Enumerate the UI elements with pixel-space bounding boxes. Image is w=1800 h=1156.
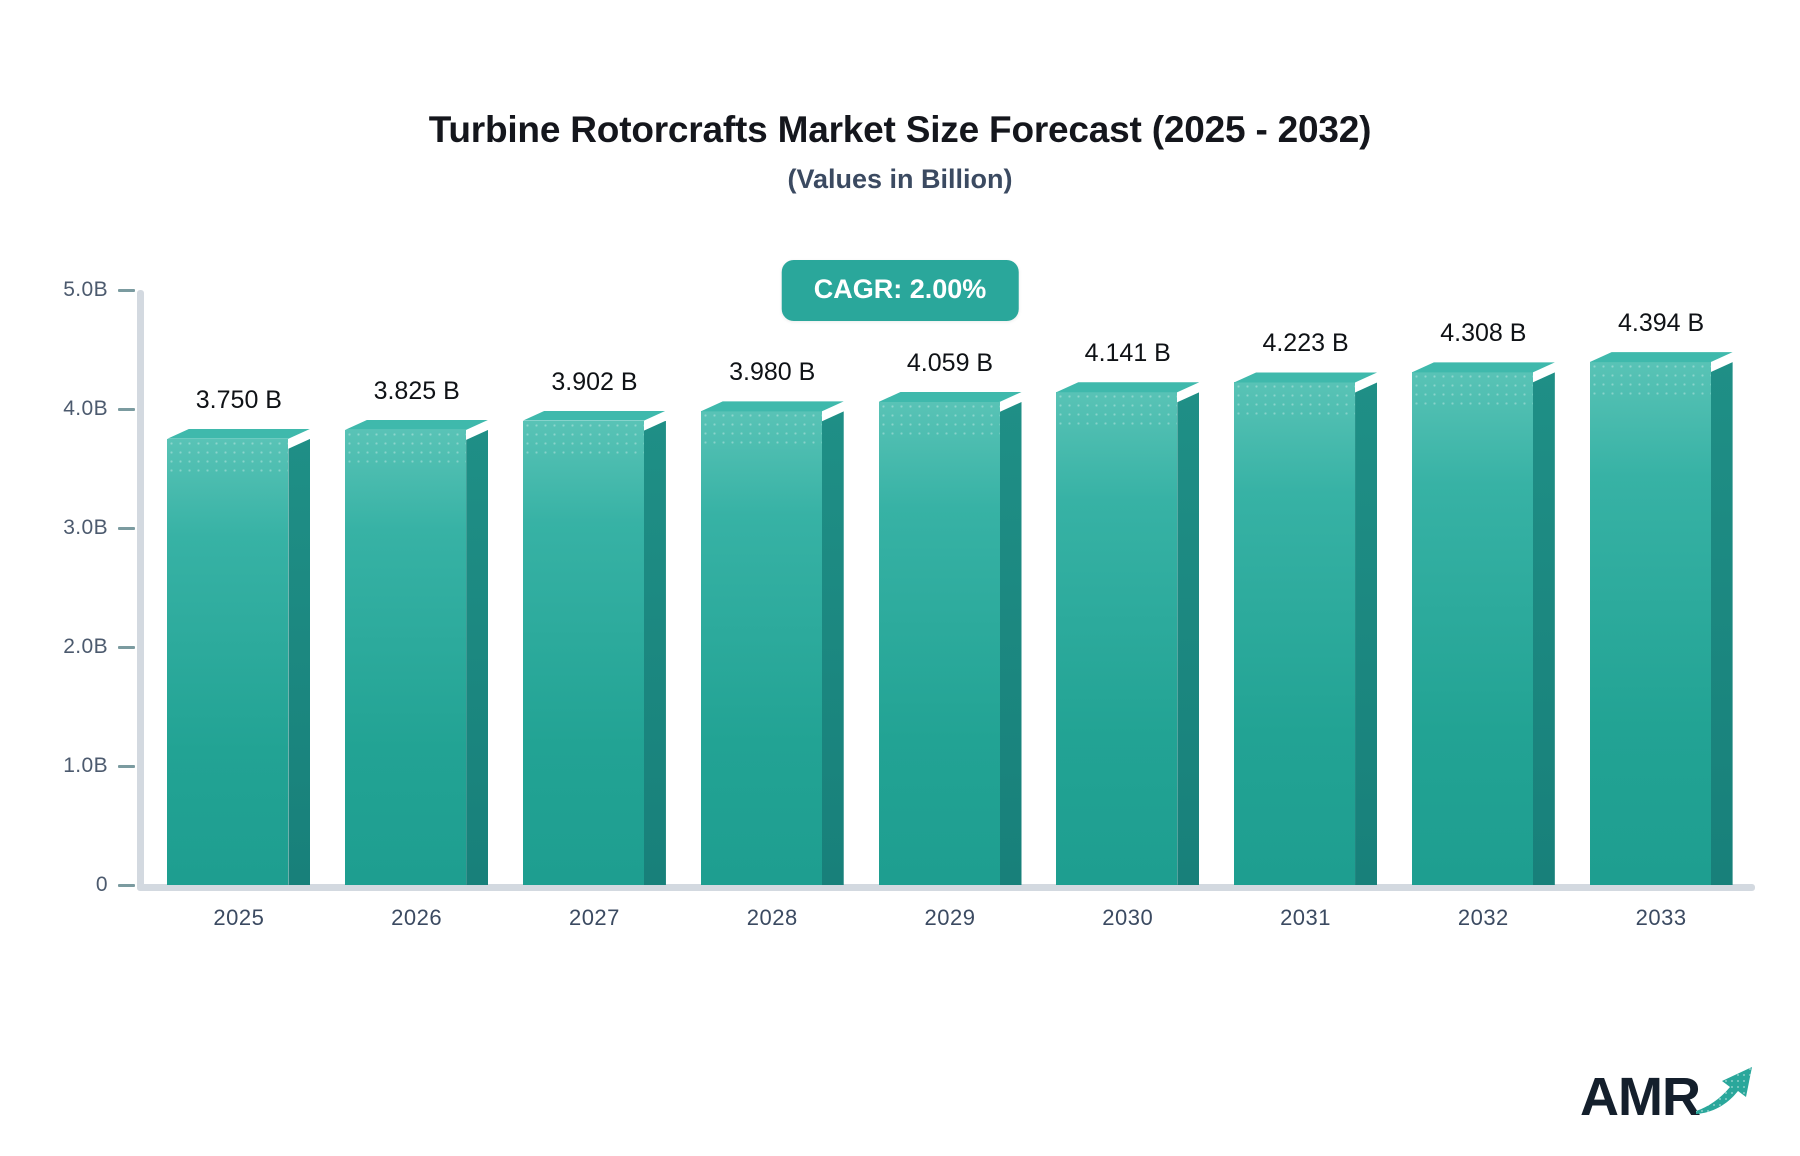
y-axis-tick-mark (118, 645, 135, 649)
bar-value-label: 4.223 B (1262, 329, 1349, 358)
bar-side-face (643, 420, 666, 885)
bar-column[interactable]: 3.980 B (700, 290, 844, 885)
bar-column[interactable]: 4.308 B (1411, 290, 1555, 885)
y-axis-tick-mark (118, 288, 135, 292)
y-axis-tick-mark (118, 883, 135, 887)
x-axis-tick-label: 2028 (746, 905, 798, 930)
y-axis-tick-mark (118, 526, 135, 530)
y-axis-tick-label: 3.0B (63, 516, 108, 539)
bar-column[interactable]: 4.223 B (1234, 290, 1378, 885)
bar-side-face (466, 429, 489, 885)
bar-side-face (821, 411, 844, 885)
y-axis-tick: 0 (96, 873, 135, 897)
y-axis-tick-label: 1.0B (63, 754, 108, 777)
bar-side-face (1355, 382, 1378, 885)
bar-front-face (522, 420, 644, 885)
y-axis-tick-mark (118, 407, 135, 411)
x-axis-tick-label: 2026 (391, 905, 443, 930)
bar-column[interactable]: 3.750 B (167, 290, 311, 885)
chart-subtitle: (Values in Billion) (787, 163, 1013, 194)
bar-value-label: 4.394 B (1618, 309, 1705, 338)
bar[interactable] (1234, 382, 1378, 885)
x-axis: 2025 2026 2027 2028 2029 2030 2031 2032 2033 (150, 905, 1750, 945)
bar-top-face (1056, 382, 1199, 393)
page-title: Turbine Rotorcrafts Market Size Forecast… (428, 109, 1372, 150)
y-axis-tick-label: 0 (95, 873, 108, 896)
title-block: Turbine Rotorcrafts Market Size Forecast… (0, 109, 1800, 194)
logo-wordmark: AMR (1580, 1067, 1701, 1127)
bar-value-label: 3.902 B (551, 367, 638, 396)
y-axis-tick: 1.0B (63, 754, 135, 778)
bar-front-face (345, 429, 467, 885)
bar[interactable] (345, 429, 489, 885)
y-axis-tick: 5.0B (63, 278, 135, 302)
y-axis-tick-label: 4.0B (63, 397, 108, 420)
y-axis-tick-label: 5.0B (63, 278, 108, 301)
growth-arrow-icon (1694, 1061, 1758, 1120)
bar-side-face (999, 401, 1022, 885)
bar[interactable] (522, 420, 666, 885)
bar-side-face (1177, 392, 1200, 885)
bar-front-face (1056, 392, 1178, 885)
bar-top-face (345, 420, 488, 431)
x-axis-tick-label: 2027 (568, 905, 620, 930)
x-axis-tick-label: 2030 (1102, 905, 1154, 930)
bar-value-label: 4.141 B (1084, 339, 1171, 368)
y-axis-tick: 2.0B (63, 635, 135, 659)
bar-top-face (1234, 372, 1377, 383)
bar-side-face (288, 438, 311, 885)
bar[interactable] (700, 411, 844, 885)
y-axis: 5.0B 4.0B 3.0B 2.0B 1.0B 0 (0, 0, 135, 1156)
bar-top-face (879, 392, 1022, 403)
bar-side-face (1710, 362, 1733, 885)
y-axis-tick: 4.0B (63, 397, 135, 421)
y-axis-spine (137, 290, 144, 890)
bar-value-label: 4.059 B (906, 348, 994, 377)
x-axis-baseline (137, 884, 1755, 891)
bar[interactable] (167, 438, 311, 885)
x-axis-tick-label: 2029 (924, 905, 976, 930)
bar-value-label: 4.308 B (1440, 319, 1527, 348)
bar[interactable] (1411, 372, 1555, 885)
bar-front-face (167, 438, 289, 885)
bar-column[interactable]: 4.394 B (1589, 290, 1733, 885)
bar[interactable] (1056, 392, 1200, 885)
x-axis-tick-label: 2033 (1635, 905, 1687, 930)
bar-front-face (1589, 362, 1711, 885)
bar-front-face (700, 411, 822, 885)
bar-value-label: 3.980 B (729, 358, 816, 387)
bar-front-face (1411, 372, 1533, 885)
y-axis-tick-mark (118, 764, 135, 768)
bar[interactable] (1589, 362, 1733, 885)
bar-side-face (1532, 372, 1555, 885)
x-axis-tick-label: 2032 (1457, 905, 1509, 930)
bar[interactable] (878, 401, 1022, 885)
bar-front-face (1234, 382, 1356, 885)
bar-top-face (701, 401, 844, 412)
bar-column[interactable]: 4.141 B (1056, 290, 1200, 885)
bar-value-label: 3.825 B (373, 376, 460, 405)
bar-top-face (167, 429, 310, 440)
bar-front-face (878, 401, 1000, 885)
y-axis-tick-label: 2.0B (63, 635, 108, 658)
bar-series: 3.750 B 3.825 B 3.902 B 3.980 B 4.059 B 4.141… (150, 290, 1750, 885)
bar-column[interactable]: 3.825 B (345, 290, 489, 885)
cagr-badge: CAGR: 2.00% (781, 260, 1019, 321)
bar-value-label: 3.750 B (195, 385, 282, 414)
x-axis-tick-label: 2031 (1280, 905, 1332, 930)
bar-column[interactable]: 4.059 B (878, 290, 1022, 885)
bar-top-face (1590, 352, 1733, 363)
bar-column[interactable]: 3.902 B (522, 290, 666, 885)
bar-top-face (1412, 362, 1555, 373)
amr-logo: AMR (1580, 1061, 1758, 1124)
y-axis-tick: 3.0B (63, 516, 135, 540)
bar-top-face (523, 411, 666, 422)
x-axis-tick-label: 2025 (213, 905, 265, 930)
